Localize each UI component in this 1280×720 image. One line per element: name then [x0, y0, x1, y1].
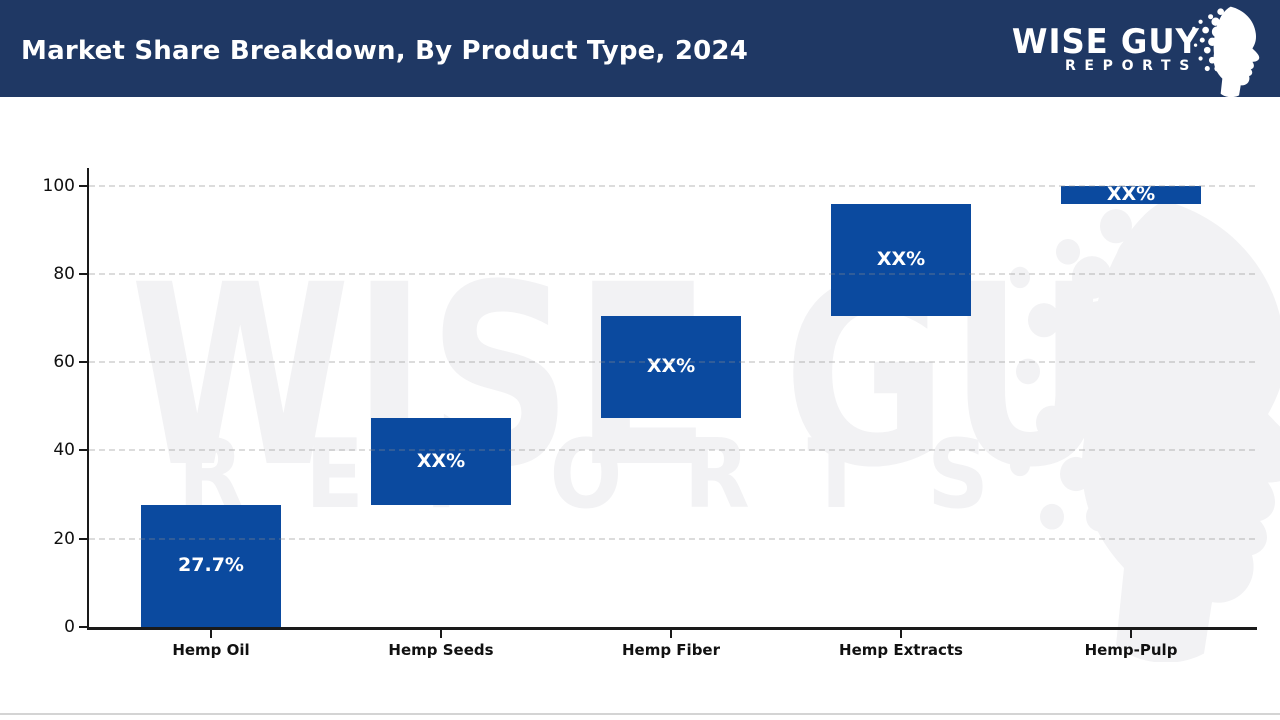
- y-axis-tick: [79, 184, 87, 187]
- y-axis-tick: [79, 449, 87, 452]
- bar-hemp-pulp: XX%: [1061, 183, 1201, 206]
- x-axis-tick: [670, 630, 672, 638]
- bar-value-label: XX%: [1106, 183, 1156, 206]
- y-tick-label: 40: [53, 440, 75, 461]
- x-tick-label: Hemp Fiber: [621, 641, 720, 659]
- bar-value-label: 27.7%: [178, 554, 244, 577]
- y-tick-label: 20: [53, 528, 75, 549]
- y-axis-tick: [79, 272, 87, 275]
- gridline: [89, 537, 1255, 540]
- x-axis-tick: [440, 630, 442, 638]
- gridline: [89, 449, 1255, 452]
- y-axis-line: [87, 168, 89, 630]
- y-tick-label: 60: [53, 352, 75, 373]
- bar-value-label: XX%: [416, 449, 466, 472]
- y-axis-tick: [79, 361, 87, 364]
- x-axis-line: [87, 627, 1257, 630]
- x-axis-tick: [1130, 630, 1132, 638]
- bottom-divider: [0, 713, 1280, 715]
- y-tick-label: 100: [42, 175, 75, 196]
- watermark-subtext: REPORTS: [178, 420, 1051, 530]
- logo-head-icon: [1192, 6, 1260, 97]
- bar-hemp-fiber: XX%: [601, 315, 741, 418]
- y-axis-tick: [79, 626, 87, 628]
- header: Market Share Breakdown, By Product Type,…: [0, 0, 1280, 97]
- wiseguy-logo: WISE GUY REPORTS: [1010, 0, 1270, 97]
- x-tick-label: Hemp Oil: [172, 641, 250, 659]
- bar-hemp-seeds: XX%: [371, 417, 511, 505]
- bar-hemp-oil: 27.7%: [141, 504, 281, 627]
- x-tick-label: Hemp Extracts: [839, 641, 963, 659]
- y-axis-tick: [79, 537, 87, 540]
- x-axis-tick: [210, 630, 212, 638]
- bar-value-label: XX%: [646, 355, 696, 378]
- y-tick-label: 80: [53, 263, 75, 284]
- x-tick-label: Hemp Seeds: [388, 641, 494, 659]
- gridline: [89, 272, 1255, 275]
- y-tick-label: 0: [64, 617, 75, 637]
- x-tick-label: Hemp-Pulp: [1084, 641, 1178, 659]
- bar-value-label: XX%: [876, 248, 926, 271]
- logo-subtext: REPORTS: [1064, 58, 1198, 74]
- watermark-head-icon: [980, 200, 1280, 662]
- bar-hemp-extracts: XX%: [831, 203, 971, 316]
- x-axis-tick: [900, 630, 902, 638]
- page-title: Market Share Breakdown, By Product Type,…: [21, 36, 748, 66]
- gridline: [89, 361, 1255, 364]
- gridline: [89, 184, 1255, 187]
- logo-wordmark: WISE GUY: [1012, 22, 1200, 62]
